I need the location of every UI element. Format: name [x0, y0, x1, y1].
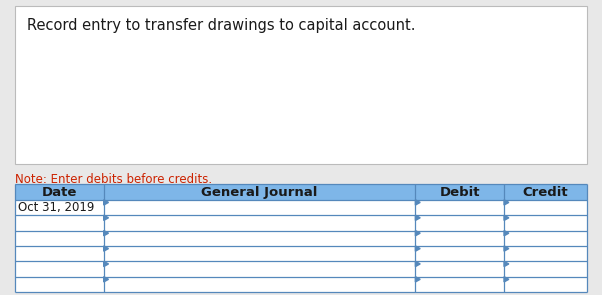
Text: Record entry to transfer drawings to capital account.: Record entry to transfer drawings to cap…: [27, 18, 415, 33]
Polygon shape: [104, 246, 108, 251]
Polygon shape: [504, 261, 509, 267]
Text: Debit: Debit: [439, 186, 480, 199]
Polygon shape: [504, 277, 509, 282]
Polygon shape: [104, 215, 108, 220]
Bar: [15, 184, 587, 292]
Polygon shape: [415, 246, 420, 251]
Polygon shape: [504, 246, 509, 251]
Polygon shape: [104, 230, 108, 236]
Polygon shape: [415, 261, 420, 267]
Polygon shape: [104, 277, 108, 282]
Polygon shape: [104, 261, 108, 267]
Polygon shape: [504, 230, 509, 236]
Polygon shape: [415, 215, 420, 220]
Text: General Journal: General Journal: [201, 186, 318, 199]
Polygon shape: [504, 215, 509, 220]
Text: Note: Enter debits before credits.: Note: Enter debits before credits.: [15, 173, 212, 186]
Polygon shape: [415, 277, 420, 282]
Polygon shape: [415, 200, 420, 205]
Polygon shape: [104, 200, 108, 205]
Text: Oct 31, 2019: Oct 31, 2019: [18, 201, 95, 214]
Bar: [15, 184, 587, 200]
Bar: [15, 6, 587, 164]
Polygon shape: [415, 230, 420, 236]
Text: Credit: Credit: [523, 186, 568, 199]
Polygon shape: [504, 200, 509, 205]
Text: Date: Date: [42, 186, 77, 199]
